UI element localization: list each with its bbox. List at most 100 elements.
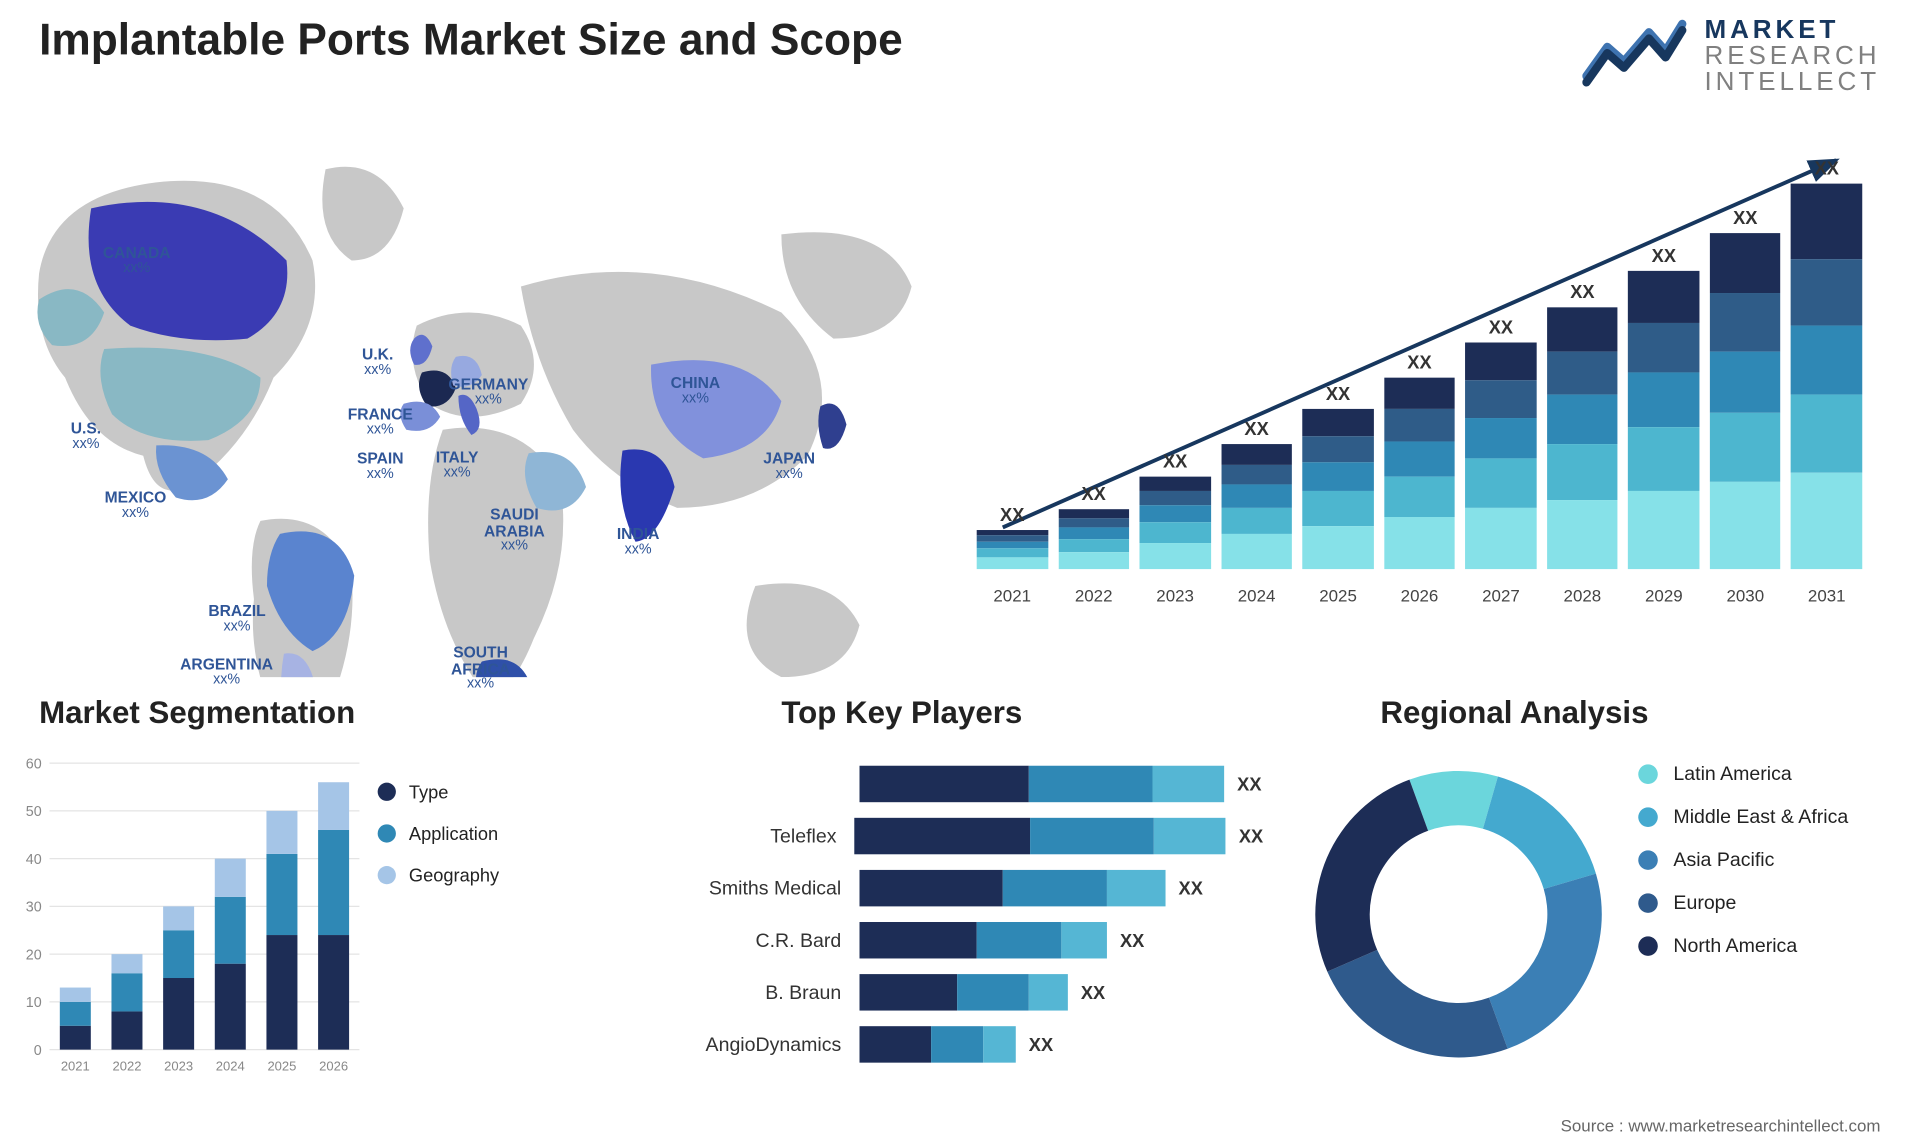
legend-label: Asia Pacific <box>1673 849 1774 871</box>
market-segmentation-chart: 0102030405060202120222023202420252026 <box>13 755 365 1081</box>
main-bar-seg <box>1303 491 1374 526</box>
map-label: JAPANxx% <box>737 451 841 482</box>
brand-logo-line3: INTELLECT <box>1704 68 1880 94</box>
key-player-label: Smiths Medical <box>690 877 859 899</box>
main-bar-seg <box>1221 508 1292 534</box>
main-bar-value: XX <box>1081 484 1105 505</box>
main-bar: XX <box>1058 484 1129 569</box>
main-bar: XX <box>1710 206 1781 569</box>
main-bar-value: XX <box>1489 317 1513 338</box>
key-player-bar-seg <box>931 1026 983 1062</box>
main-bar-seg <box>1547 444 1618 499</box>
region-legend-item: Asia Pacific <box>1638 849 1848 871</box>
key-player-row: XX <box>690 766 1263 802</box>
svg-text:30: 30 <box>26 900 42 916</box>
key-player-label: C.R. Bard <box>690 929 859 951</box>
legend-label: Geography <box>409 865 499 886</box>
main-bar-seg <box>1710 293 1781 351</box>
map-label: CHINAxx% <box>643 375 747 406</box>
main-bar-value: XX <box>1326 383 1350 404</box>
main-bar-seg <box>1791 183 1862 258</box>
key-player-value: XX <box>1179 878 1203 899</box>
main-bar-seg <box>1710 351 1781 412</box>
main-bar-seg <box>1058 552 1129 569</box>
key-player-bar-seg <box>957 974 1029 1010</box>
main-bar-seg <box>1465 418 1536 459</box>
main-bar-year: 2029 <box>1628 586 1699 606</box>
main-bar-seg <box>1710 412 1781 482</box>
main-bar-seg <box>1384 378 1455 410</box>
key-player-label: Teleflex <box>690 825 854 847</box>
key-player-value: XX <box>1029 1034 1053 1055</box>
key-player-bar-seg <box>859 1026 931 1062</box>
key-player-label: B. Braun <box>690 981 859 1003</box>
regional-analysis-legend: Latin AmericaMiddle East & AfricaAsia Pa… <box>1638 763 1848 978</box>
main-bar: XX <box>1628 244 1699 569</box>
main-bar-seg <box>1058 539 1129 552</box>
map-label: CANADAxx% <box>85 245 189 276</box>
key-player-bar <box>859 1026 1015 1062</box>
main-bar-seg <box>1303 462 1374 491</box>
key-player-bar-seg <box>859 922 976 958</box>
main-bar-chart: XXXXXXXXXXXXXXXXXXXXXX 20212022202320242… <box>977 137 1863 606</box>
svg-text:60: 60 <box>26 756 42 772</box>
main-bar-year: 2025 <box>1303 586 1374 606</box>
main-bar-seg <box>1221 465 1292 485</box>
main-bar-seg <box>1465 343 1536 381</box>
main-bar-seg <box>1465 380 1536 418</box>
key-player-bar-seg <box>1061 922 1107 958</box>
svg-text:20: 20 <box>26 947 42 963</box>
map-label: BRAZILxx% <box>185 603 289 634</box>
key-player-bar-seg <box>859 766 1028 802</box>
main-bar-year: 2027 <box>1465 586 1536 606</box>
legend-label: Europe <box>1673 892 1736 914</box>
main-bar: XX <box>977 504 1048 569</box>
map-label: GERMANYxx% <box>436 376 540 407</box>
key-player-value: XX <box>1120 930 1144 951</box>
svg-text:2024: 2024 <box>216 1058 245 1073</box>
key-player-bar-seg <box>977 922 1062 958</box>
key-player-bar-seg <box>1029 974 1068 1010</box>
main-bar-seg <box>1547 308 1618 352</box>
main-bar-year: 2024 <box>1221 586 1292 606</box>
legend-label: Latin America <box>1673 763 1791 785</box>
key-player-row: TeleflexXX <box>690 818 1263 854</box>
legend-label: Type <box>409 781 449 802</box>
key-player-bar-seg <box>1107 870 1166 906</box>
main-bar-seg <box>1547 351 1618 395</box>
regional-analysis-donut <box>1302 758 1615 1071</box>
key-player-bar <box>859 870 1165 906</box>
svg-text:2021: 2021 <box>61 1058 90 1073</box>
key-player-bar <box>859 766 1224 802</box>
seg-legend-item: Geography <box>378 865 499 886</box>
regional-analysis-heading: Regional Analysis <box>1380 695 1648 731</box>
main-bar-seg <box>1140 543 1211 569</box>
main-bar-seg <box>1791 473 1862 569</box>
key-player-bar-seg <box>1003 870 1107 906</box>
key-player-bar-seg <box>859 870 1002 906</box>
main-bar-seg <box>1791 325 1862 395</box>
map-label: INDIAxx% <box>586 526 690 557</box>
legend-swatch <box>1638 807 1658 827</box>
main-bar-seg <box>977 549 1048 558</box>
map-label: MEXICOxx% <box>83 490 187 521</box>
main-bar-seg <box>1547 499 1618 569</box>
main-bar-seg <box>1140 505 1211 522</box>
map-label: SAUDI ARABIAxx% <box>462 507 566 555</box>
brand-logo-line2: RESEARCH <box>1704 42 1880 68</box>
market-segmentation-heading: Market Segmentation <box>39 695 355 731</box>
map-label: ITALYxx% <box>405 449 509 480</box>
main-bar: XX <box>1547 282 1618 569</box>
main-bar: XX <box>1221 418 1292 569</box>
world-map: CANADAxx%U.S.xx%MEXICOxx%BRAZILxx%ARGENT… <box>0 117 938 677</box>
main-bar-seg <box>1221 534 1292 569</box>
key-player-bar <box>855 818 1226 854</box>
main-bar-seg <box>1465 508 1536 569</box>
main-bar-year: 2028 <box>1547 586 1618 606</box>
key-player-bar-seg <box>855 818 1031 854</box>
market-segmentation-legend: TypeApplicationGeography <box>378 781 499 906</box>
main-bar-year: 2031 <box>1791 586 1862 606</box>
main-bar-value: XX <box>1000 504 1024 525</box>
top-key-players-heading: Top Key Players <box>781 695 1022 731</box>
key-player-bar-seg <box>983 1026 1016 1062</box>
